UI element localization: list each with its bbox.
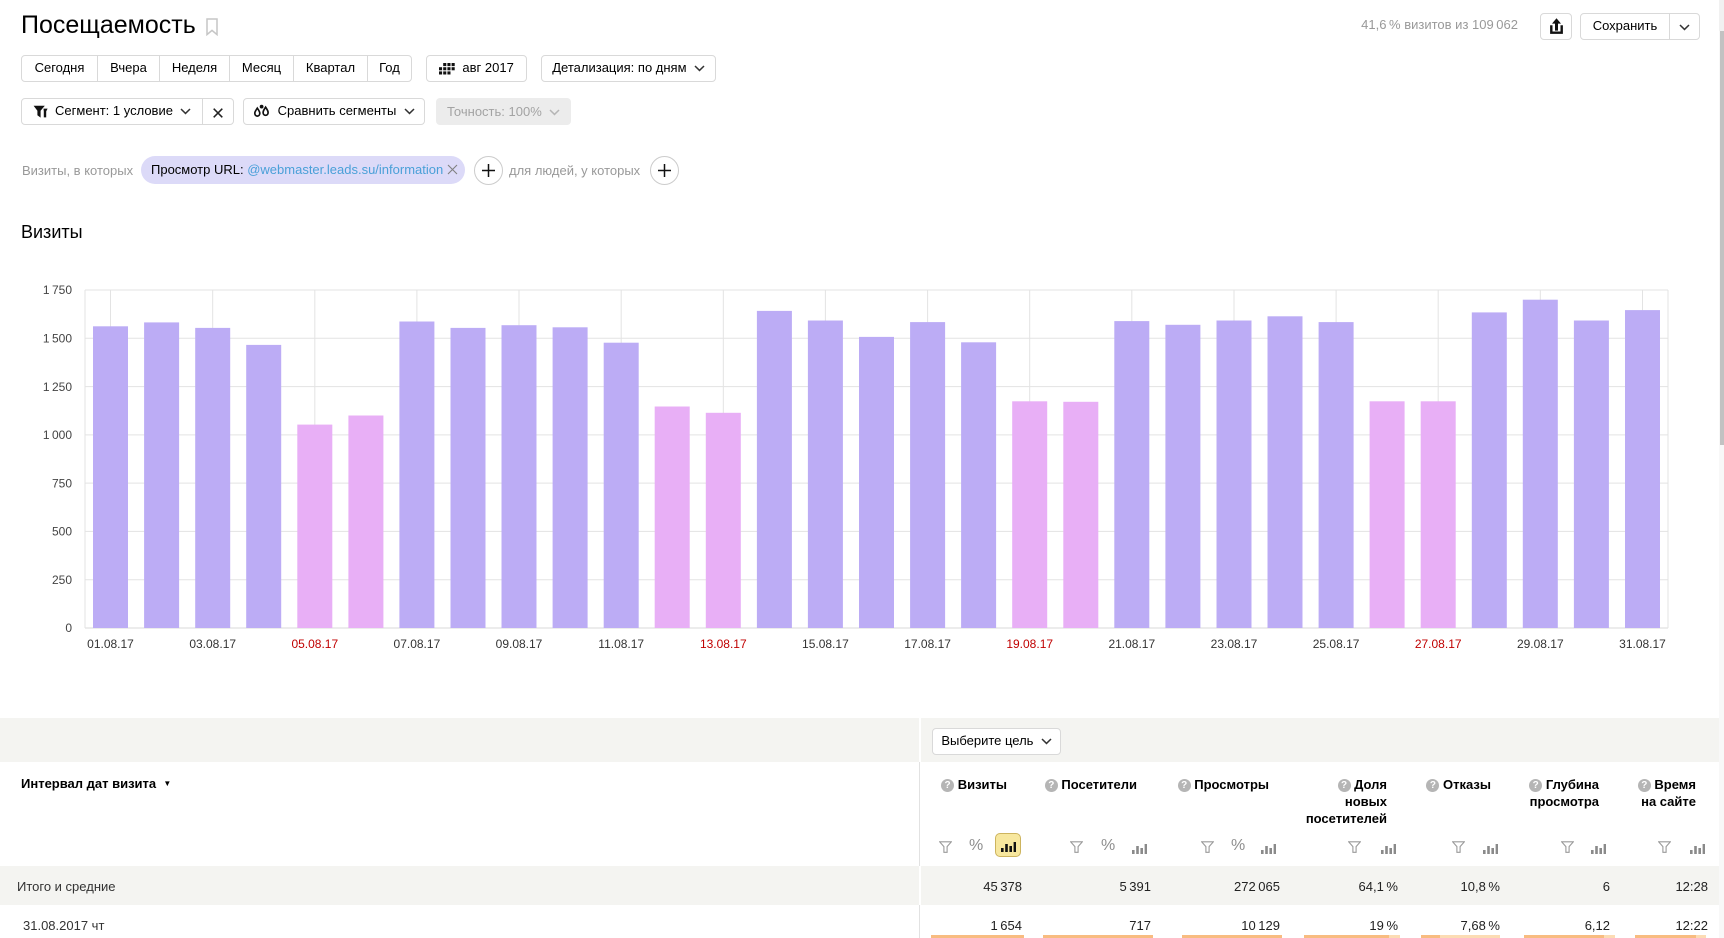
svg-text:27.08.17: 27.08.17 <box>1415 637 1462 651</box>
svg-text:07.08.17: 07.08.17 <box>394 637 441 651</box>
svg-text:750: 750 <box>52 476 72 490</box>
svg-text:17.08.17: 17.08.17 <box>904 637 951 651</box>
svg-text:250: 250 <box>52 573 72 587</box>
svg-text:25.08.17: 25.08.17 <box>1313 637 1360 651</box>
svg-text:0: 0 <box>65 621 72 635</box>
svg-text:15.08.17: 15.08.17 <box>802 637 849 651</box>
svg-text:09.08.17: 09.08.17 <box>496 637 543 651</box>
svg-text:31.08.17: 31.08.17 <box>1619 637 1666 651</box>
svg-text:29.08.17: 29.08.17 <box>1517 637 1564 651</box>
svg-text:500: 500 <box>52 525 72 539</box>
svg-text:21.08.17: 21.08.17 <box>1108 637 1155 651</box>
svg-text:03.08.17: 03.08.17 <box>189 637 236 651</box>
svg-text:1 000: 1 000 <box>43 428 72 442</box>
svg-text:19.08.17: 19.08.17 <box>1006 637 1053 651</box>
svg-text:13.08.17: 13.08.17 <box>700 637 747 651</box>
svg-text:1 250: 1 250 <box>43 380 72 394</box>
svg-text:1 500: 1 500 <box>43 332 72 346</box>
svg-text:1 750: 1 750 <box>43 283 72 297</box>
svg-text:11.08.17: 11.08.17 <box>598 637 644 651</box>
svg-text:05.08.17: 05.08.17 <box>291 637 338 651</box>
svg-text:23.08.17: 23.08.17 <box>1211 637 1258 651</box>
svg-text:01.08.17: 01.08.17 <box>87 637 134 651</box>
